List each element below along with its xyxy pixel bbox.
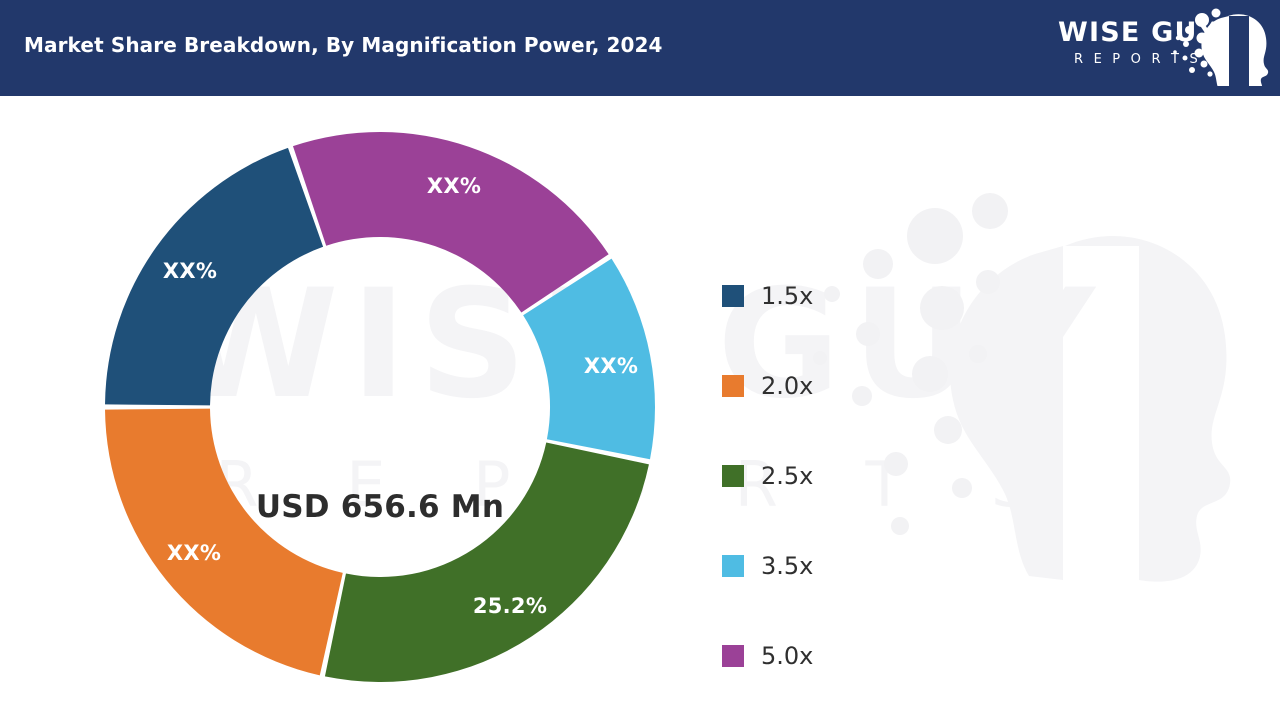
donut-slice-1.5x[interactable] [105, 147, 324, 406]
slice-label-2.0x: XX% [166, 541, 222, 565]
legend-item-0[interactable]: 1.5x [722, 251, 942, 341]
page-header: Market Share Breakdown, By Magnification… [0, 0, 1280, 93]
donut-slices [105, 132, 655, 682]
donut-slice-3.5x[interactable] [523, 258, 655, 460]
legend-item-1[interactable]: 2.0x [722, 341, 942, 431]
slice-label-1.5x: XX% [162, 259, 218, 283]
legend-label-4: 5.0x [761, 642, 814, 670]
slice-label-2.5x: 25.2% [472, 594, 548, 618]
legend-swatch-icon-2 [722, 465, 744, 487]
logo-head-icon [1173, 8, 1269, 86]
donut-center-value: USD 656.6 Mn [255, 489, 505, 525]
logo-wordmark-primary: WISE GUY [1058, 17, 1218, 48]
chart-body: WISE GUY R E P O R T S [0, 96, 1280, 720]
slice-label-3.5x: XX% [583, 354, 639, 378]
legend-item-2[interactable]: 2.5x [722, 431, 942, 521]
legend-swatch-icon-0 [722, 285, 744, 307]
legend-swatch-icon-3 [722, 555, 744, 577]
slice-label-5.0x: XX% [426, 174, 482, 198]
legend-label-0: 1.5x [761, 282, 814, 310]
legend-label-2: 2.5x [761, 462, 814, 490]
legend-item-3[interactable]: 3.5x [722, 521, 942, 611]
donut-slice-2.5x[interactable] [324, 442, 649, 682]
legend-swatch-icon-1 [722, 375, 744, 397]
legend-item-4[interactable]: 5.0x [722, 611, 942, 701]
wise-guy-reports-logo: WISE GUY R E P O R T S [1052, 8, 1272, 86]
legend-label-1: 2.0x [761, 372, 814, 400]
legend-swatch-icon-4 [722, 645, 744, 667]
header-divider [0, 93, 1280, 96]
page-title: Market Share Breakdown, By Magnification… [24, 33, 663, 57]
donut-chart [95, 116, 675, 696]
chart-legend: 1.5x 2.0x 2.5x 3.5x 5.0x [722, 251, 942, 701]
donut-slice-5.0x[interactable] [292, 132, 609, 313]
logo-wordmark-secondary: R E P O R T S [1074, 52, 1201, 67]
legend-label-3: 3.5x [761, 552, 814, 580]
donut-slice-2.0x[interactable] [105, 408, 343, 676]
